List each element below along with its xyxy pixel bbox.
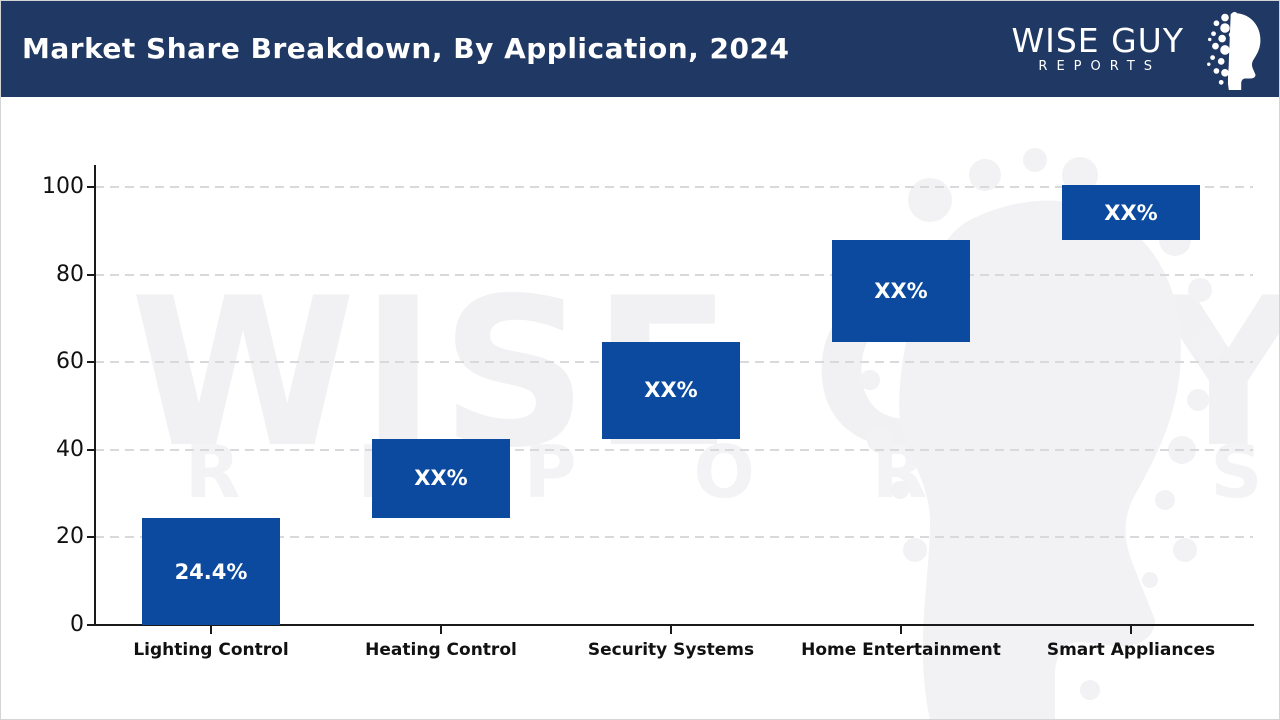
x-axis-tickmark — [1130, 626, 1132, 634]
y-axis-tick-label-60: 60 — [56, 349, 84, 375]
gridline-40 — [95, 448, 1253, 451]
y-axis-line — [94, 165, 96, 626]
y-axis-tickmark — [87, 448, 95, 451]
y-axis-tickmark — [87, 536, 95, 539]
logo-wordmark: WISE GUY — [1011, 20, 1184, 60]
bar-value-label: 24.4% — [174, 559, 248, 584]
x-axis-category-label: Smart Appliances — [1046, 640, 1216, 660]
y-axis-tickmark — [87, 361, 95, 364]
y-axis-tick-label-80: 80 — [56, 261, 84, 287]
x-axis-category-label: Lighting Control — [133, 640, 289, 660]
y-axis-tickmark — [87, 186, 95, 188]
x-axis-category-label: Heating Control — [365, 640, 517, 660]
logo-text: WISE GUY REPORTS — [1011, 20, 1184, 75]
watermark-subtext: R E P O R T S — [185, 430, 1280, 514]
wise-guy-logo: WISE GUY REPORTS — [1011, 8, 1264, 90]
x-axis-category-label: Security Systems — [587, 640, 755, 660]
page-title: Market Share Breakdown, By Application, … — [22, 32, 790, 65]
y-axis-tick-label-40: 40 — [56, 436, 84, 462]
y-axis-tickmark — [87, 624, 95, 626]
bar-heating-control[interactable] — [372, 438, 510, 519]
bar-value-label: XX% — [644, 378, 698, 403]
x-axis-tickmark — [210, 626, 212, 634]
bar-lighting-control[interactable] — [142, 518, 280, 625]
x-axis-category-label: Home Entertainment — [801, 640, 1001, 660]
logo-head-icon — [1207, 11, 1261, 90]
logo-subtext: REPORTS — [1038, 59, 1162, 75]
gridline-80 — [95, 273, 1253, 276]
y-axis-tick-label-20: 20 — [56, 524, 84, 550]
bar-value-label: XX% — [874, 279, 928, 304]
bar-value-label: XX% — [1104, 200, 1158, 225]
x-axis-tickmark — [440, 626, 442, 634]
gridline-100 — [95, 186, 1253, 188]
gridline-20 — [95, 536, 1253, 539]
bar-value-label: XX% — [414, 466, 468, 491]
x-axis-tickmark — [670, 626, 672, 634]
bar-security-systems[interactable] — [602, 342, 740, 439]
x-axis-line — [94, 624, 1254, 626]
header-banner: Market Share Breakdown, By Application, … — [0, 0, 1280, 97]
y-axis-tickmark — [87, 273, 95, 276]
y-axis-tick-label-0: 0 — [70, 612, 84, 637]
x-axis-tickmark — [900, 626, 902, 634]
y-axis-tick-label-100: 100 — [42, 174, 84, 199]
